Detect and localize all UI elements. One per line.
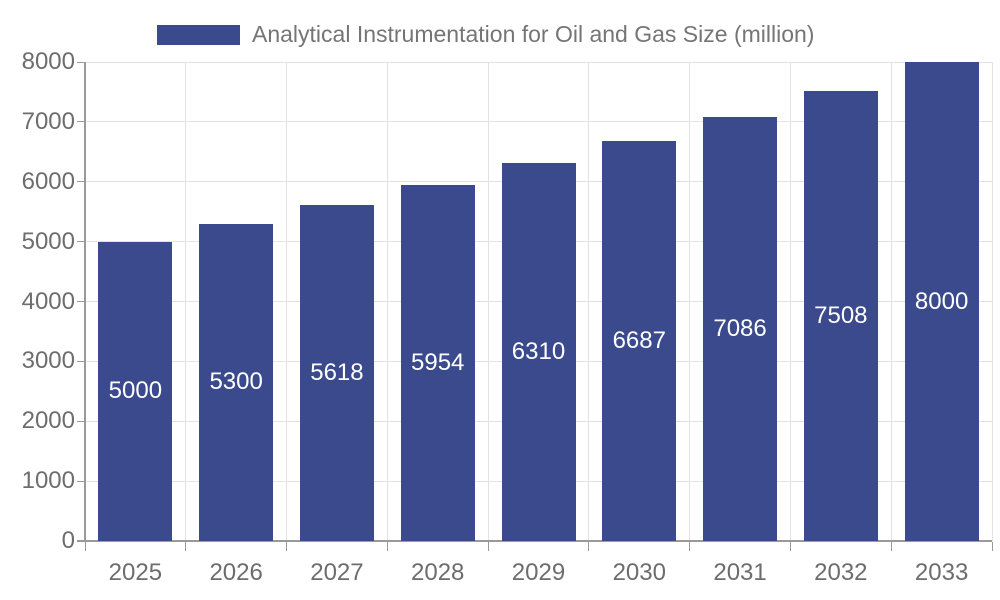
- x-tick-label: 2031: [713, 559, 767, 586]
- bar-value-label: 5000: [108, 377, 163, 405]
- x-grid-line: [588, 62, 590, 541]
- x-grid-line: [185, 62, 187, 541]
- x-tick-label: 2028: [411, 559, 465, 586]
- y-tick-label: 7000: [21, 107, 75, 135]
- x-tick-label: 2025: [108, 559, 163, 586]
- bar: 5300: [199, 223, 274, 541]
- bar-value-label: 5954: [411, 348, 465, 376]
- x-axis-tick: [890, 542, 892, 551]
- y-tick-label: 8000: [21, 48, 75, 75]
- y-axis-tick: [77, 480, 85, 482]
- bar: 6310: [501, 163, 576, 541]
- x-axis-tick: [487, 542, 489, 551]
- y-grid-line: [85, 121, 992, 123]
- bar-value-label: 5618: [310, 358, 364, 386]
- y-tick-label: 1000: [21, 467, 75, 495]
- x-tick-label: 2027: [310, 559, 364, 586]
- bar-value-label: 8000: [914, 287, 969, 315]
- bar-value-label: 7508: [814, 302, 868, 330]
- y-tick-label: 3000: [21, 347, 75, 375]
- bar-value-label: 7086: [713, 314, 767, 342]
- bar: 5954: [400, 184, 475, 541]
- y-tick-label: 2000: [21, 407, 75, 435]
- y-axis-line: [84, 62, 86, 542]
- y-tick-label: 6000: [21, 167, 75, 195]
- y-tick-label: 5000: [21, 227, 75, 255]
- bar: 8000: [904, 62, 979, 541]
- x-grid-line: [689, 62, 691, 541]
- bar: 6687: [602, 140, 677, 541]
- x-grid-line: [487, 62, 489, 541]
- bar-value-label: 6310: [511, 338, 566, 366]
- x-axis-tick: [991, 542, 993, 551]
- x-tick-label: 2030: [612, 559, 666, 586]
- y-axis-tick: [77, 181, 85, 183]
- bar: 5000: [98, 241, 173, 541]
- y-grid-line: [85, 61, 992, 63]
- bar-value-label: 5300: [209, 368, 263, 396]
- y-axis-tick: [77, 61, 85, 63]
- legend-label: Analytical Instrumentation for Oil and G…: [252, 21, 815, 47]
- y-axis-tick: [77, 301, 85, 302]
- y-tick-label: 4000: [21, 287, 75, 315]
- x-tick-label: 2033: [914, 559, 969, 586]
- y-axis-tick: [77, 420, 85, 422]
- x-tick-label: 2032: [814, 559, 868, 586]
- x-tick-label: 2026: [209, 559, 263, 586]
- y-axis-tick: [77, 241, 85, 243]
- x-axis-tick: [185, 542, 187, 551]
- x-axis-line: [77, 540, 992, 542]
- x-grid-line: [286, 62, 288, 541]
- bar-value-label: 6687: [612, 326, 666, 354]
- bar: 7508: [803, 91, 878, 541]
- x-axis-tick: [84, 542, 86, 551]
- x-axis-tick: [386, 542, 388, 551]
- x-grid-line: [890, 62, 892, 541]
- x-tick-label: 2029: [511, 559, 566, 586]
- y-axis-tick: [77, 360, 85, 362]
- y-axis-tick: [77, 121, 85, 123]
- y-tick-label: 0: [61, 527, 75, 554]
- bar: 5618: [299, 204, 374, 541]
- x-grid-line: [386, 62, 388, 541]
- x-axis-tick: [689, 542, 691, 551]
- x-axis-tick: [286, 542, 288, 551]
- x-axis-tick: [588, 542, 590, 551]
- bar: 7086: [703, 116, 778, 541]
- legend-swatch: [157, 24, 240, 45]
- legend-item[interactable]: Analytical Instrumentation for Oil and G…: [157, 23, 814, 46]
- x-grid-line: [789, 62, 791, 541]
- x-grid-line: [991, 62, 993, 541]
- x-axis-tick: [789, 542, 791, 551]
